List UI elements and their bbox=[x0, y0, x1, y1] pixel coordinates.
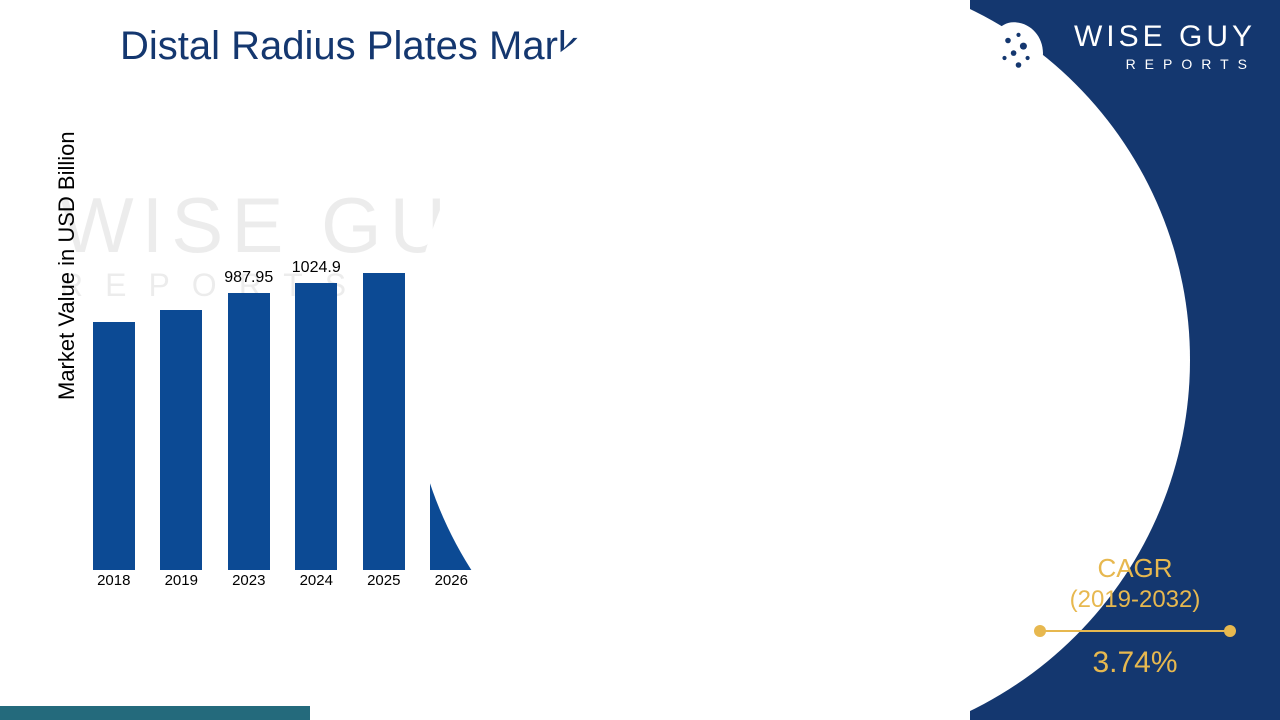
stage: WISE GUY REPORTS Distal Radius Plates Ma… bbox=[0, 0, 1280, 720]
y-axis-label: Market Value in USD Billion bbox=[54, 131, 80, 400]
x-tick: 2018 bbox=[80, 572, 148, 589]
footer-accent-bar bbox=[0, 706, 310, 720]
cagr-range: (2019-2032) bbox=[1010, 586, 1260, 614]
logo: WISE GUY REPORTS bbox=[1074, 22, 1256, 72]
cagr-divider bbox=[1040, 630, 1230, 632]
logo-text-top: WISE GUY bbox=[1074, 22, 1256, 52]
bar-slot: 1024.9 bbox=[283, 150, 351, 570]
cagr-value: 3.74% bbox=[1010, 646, 1260, 680]
logo-text-bottom: REPORTS bbox=[1074, 56, 1256, 72]
sidebar: WISE GUY REPORTS CAGR (2019-2032) 3.74% bbox=[970, 0, 1280, 720]
bar-slot bbox=[350, 150, 418, 570]
bar bbox=[93, 322, 135, 570]
cagr-box: CAGR (2019-2032) 3.74% bbox=[1010, 553, 1260, 680]
bar bbox=[363, 273, 405, 570]
bar-value-label: 1024.9 bbox=[292, 259, 341, 277]
bar-slot bbox=[80, 150, 148, 570]
x-tick: 2024 bbox=[283, 572, 351, 589]
x-tick: 2023 bbox=[215, 572, 283, 589]
chart-title: Distal Radius Plates Market bbox=[120, 24, 611, 69]
bar-slot bbox=[148, 150, 216, 570]
cagr-label: CAGR bbox=[1010, 553, 1260, 584]
logo-head-icon bbox=[980, 18, 1050, 103]
bar bbox=[295, 283, 337, 570]
bar-slot: 987.95 bbox=[215, 150, 283, 570]
bar bbox=[228, 293, 270, 570]
x-tick: 2019 bbox=[148, 572, 216, 589]
x-tick: 2025 bbox=[350, 572, 418, 589]
bar bbox=[160, 310, 202, 570]
bar-value-label: 987.95 bbox=[224, 269, 273, 287]
